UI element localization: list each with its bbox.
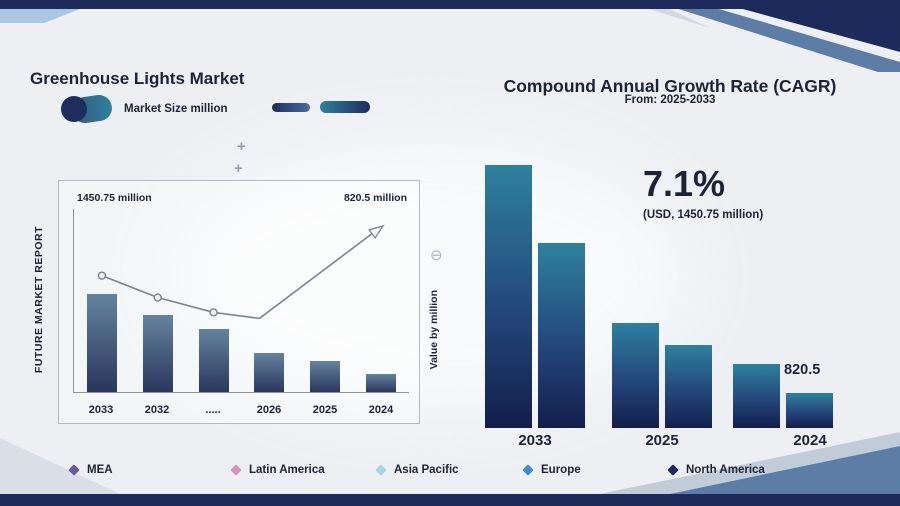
cagr-bar [538,243,585,428]
year-label: 2024 [793,432,827,449]
bottom-border-bar [0,494,900,506]
market-size-bar [366,374,397,392]
market-size-bar [86,294,117,392]
bar-group-2033 [485,165,585,428]
legend-pill-shapes [272,101,370,113]
market-size-bar [142,315,173,392]
x-label: 2026 [256,404,282,416]
legend-item-latin-america: Latin America [230,464,325,476]
x-axis-labels: 2033 2032 ..... 2026 2025 2024 [73,404,409,416]
legend-item-mea: MEA [68,464,113,476]
x-label: ..... [205,404,221,416]
legend-item-asia-pacific: Asia Pacific [375,464,459,476]
cagr-bar [733,364,780,428]
year-label: 2025 [645,432,679,449]
market-size-bar [310,361,341,392]
x-label: 2033 [88,404,114,416]
year-label: 2033 [518,432,552,449]
bar-group-2024 [733,364,833,428]
market-size-bar [198,329,229,392]
cagr-period-label: From: 2025-2033 [624,94,716,106]
legend-label: North America [686,464,765,476]
cagr-bar [665,345,712,428]
cagr-percent: 7.1% [643,163,726,204]
legend-item-europe: Europe [522,464,581,476]
x-label: 2032 [144,404,170,416]
diamond-marker-icon [230,464,242,476]
pill-shape-navy [272,102,310,112]
cagr-chart: 2033 2025 2024 820.5 [470,160,880,460]
legend-label: Asia Pacific [394,464,459,476]
circled-minus-icon: ⊖ [430,247,443,264]
region-legend: MEA Latin America Asia Pacific Europe No… [0,464,900,484]
chart-min-value-label: 820.5 million [343,192,407,204]
legend-label: MEA [87,464,113,476]
diamond-marker-icon [68,464,80,476]
x-label: 2025 [312,404,338,416]
cagr-bar [485,165,532,428]
market-size-bar [254,353,285,392]
market-size-icon [61,95,112,123]
cagr-value-block: 7.1% (USD, 1450.75 million) [643,163,763,221]
legend-label: Latin America [249,464,325,476]
x-label: 2024 [368,404,394,416]
cagr-title: Compound Annual Growth Rate (CAGR) [503,75,837,96]
market-size-legend-label: Market Size million [124,103,228,115]
top-left-deco-shape [0,9,80,23]
future-market-report-label: FUTURE MARKET REPORT [33,226,45,374]
legend-label: Europe [541,464,581,476]
top-border-bar [0,0,900,9]
plus-icon: + [234,160,243,177]
value-annotation: 820.5 [784,362,821,378]
value-axis-label: Value by million [428,290,440,370]
legend-item-north-america: North America [667,464,765,476]
trend-arrow-line [97,224,385,320]
top-right-deco-shape [620,0,900,72]
pill-shape-teal [320,101,370,113]
chart-max-value-label: 1450.75 million [77,192,152,204]
cagr-bar [612,323,659,428]
plus-icon: + [237,138,246,155]
diamond-marker-icon [375,464,387,476]
market-size-plot-area [73,209,409,393]
cagr-usd-note: (USD, 1450.75 million) [643,209,764,221]
diamond-marker-icon [522,464,534,476]
market-size-bars [74,209,409,392]
bar-group-2025 [612,323,712,428]
market-title: Greenhouse Lights Market [30,69,245,89]
market-size-legend: Market Size million [60,92,228,126]
market-size-chart: 1450.75 million 820.5 million 2033 2032 … [58,180,420,424]
cagr-bar [786,393,833,428]
diamond-marker-icon [667,464,679,476]
